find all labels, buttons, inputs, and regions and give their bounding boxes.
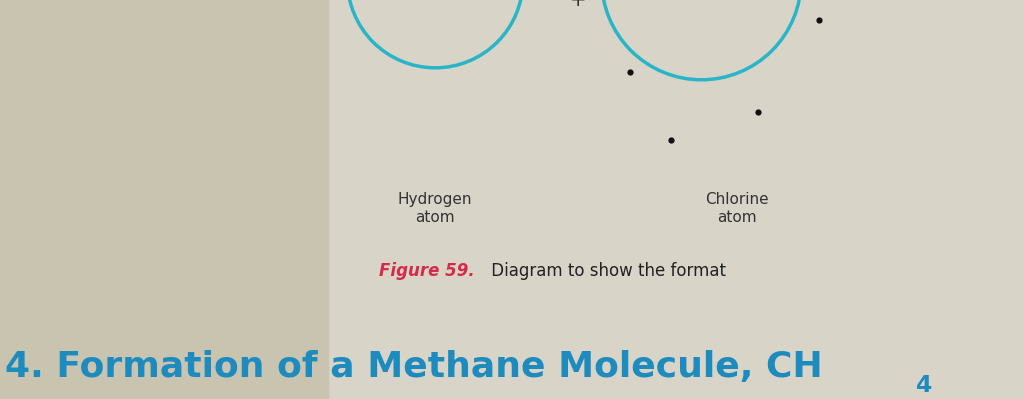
Text: Figure 59.: Figure 59. (379, 262, 475, 280)
Text: Diagram to show the format: Diagram to show the format (486, 262, 726, 280)
Text: 4. Formation of a Methane Molecule, CH: 4. Formation of a Methane Molecule, CH (5, 350, 823, 384)
Text: Chlorine
atom: Chlorine atom (706, 192, 769, 225)
Bar (0, 0, 328, 399)
Text: 4: 4 (916, 373, 933, 397)
Text: Hydrogen
atom: Hydrogen atom (398, 192, 472, 225)
Text: +: + (570, 0, 587, 10)
